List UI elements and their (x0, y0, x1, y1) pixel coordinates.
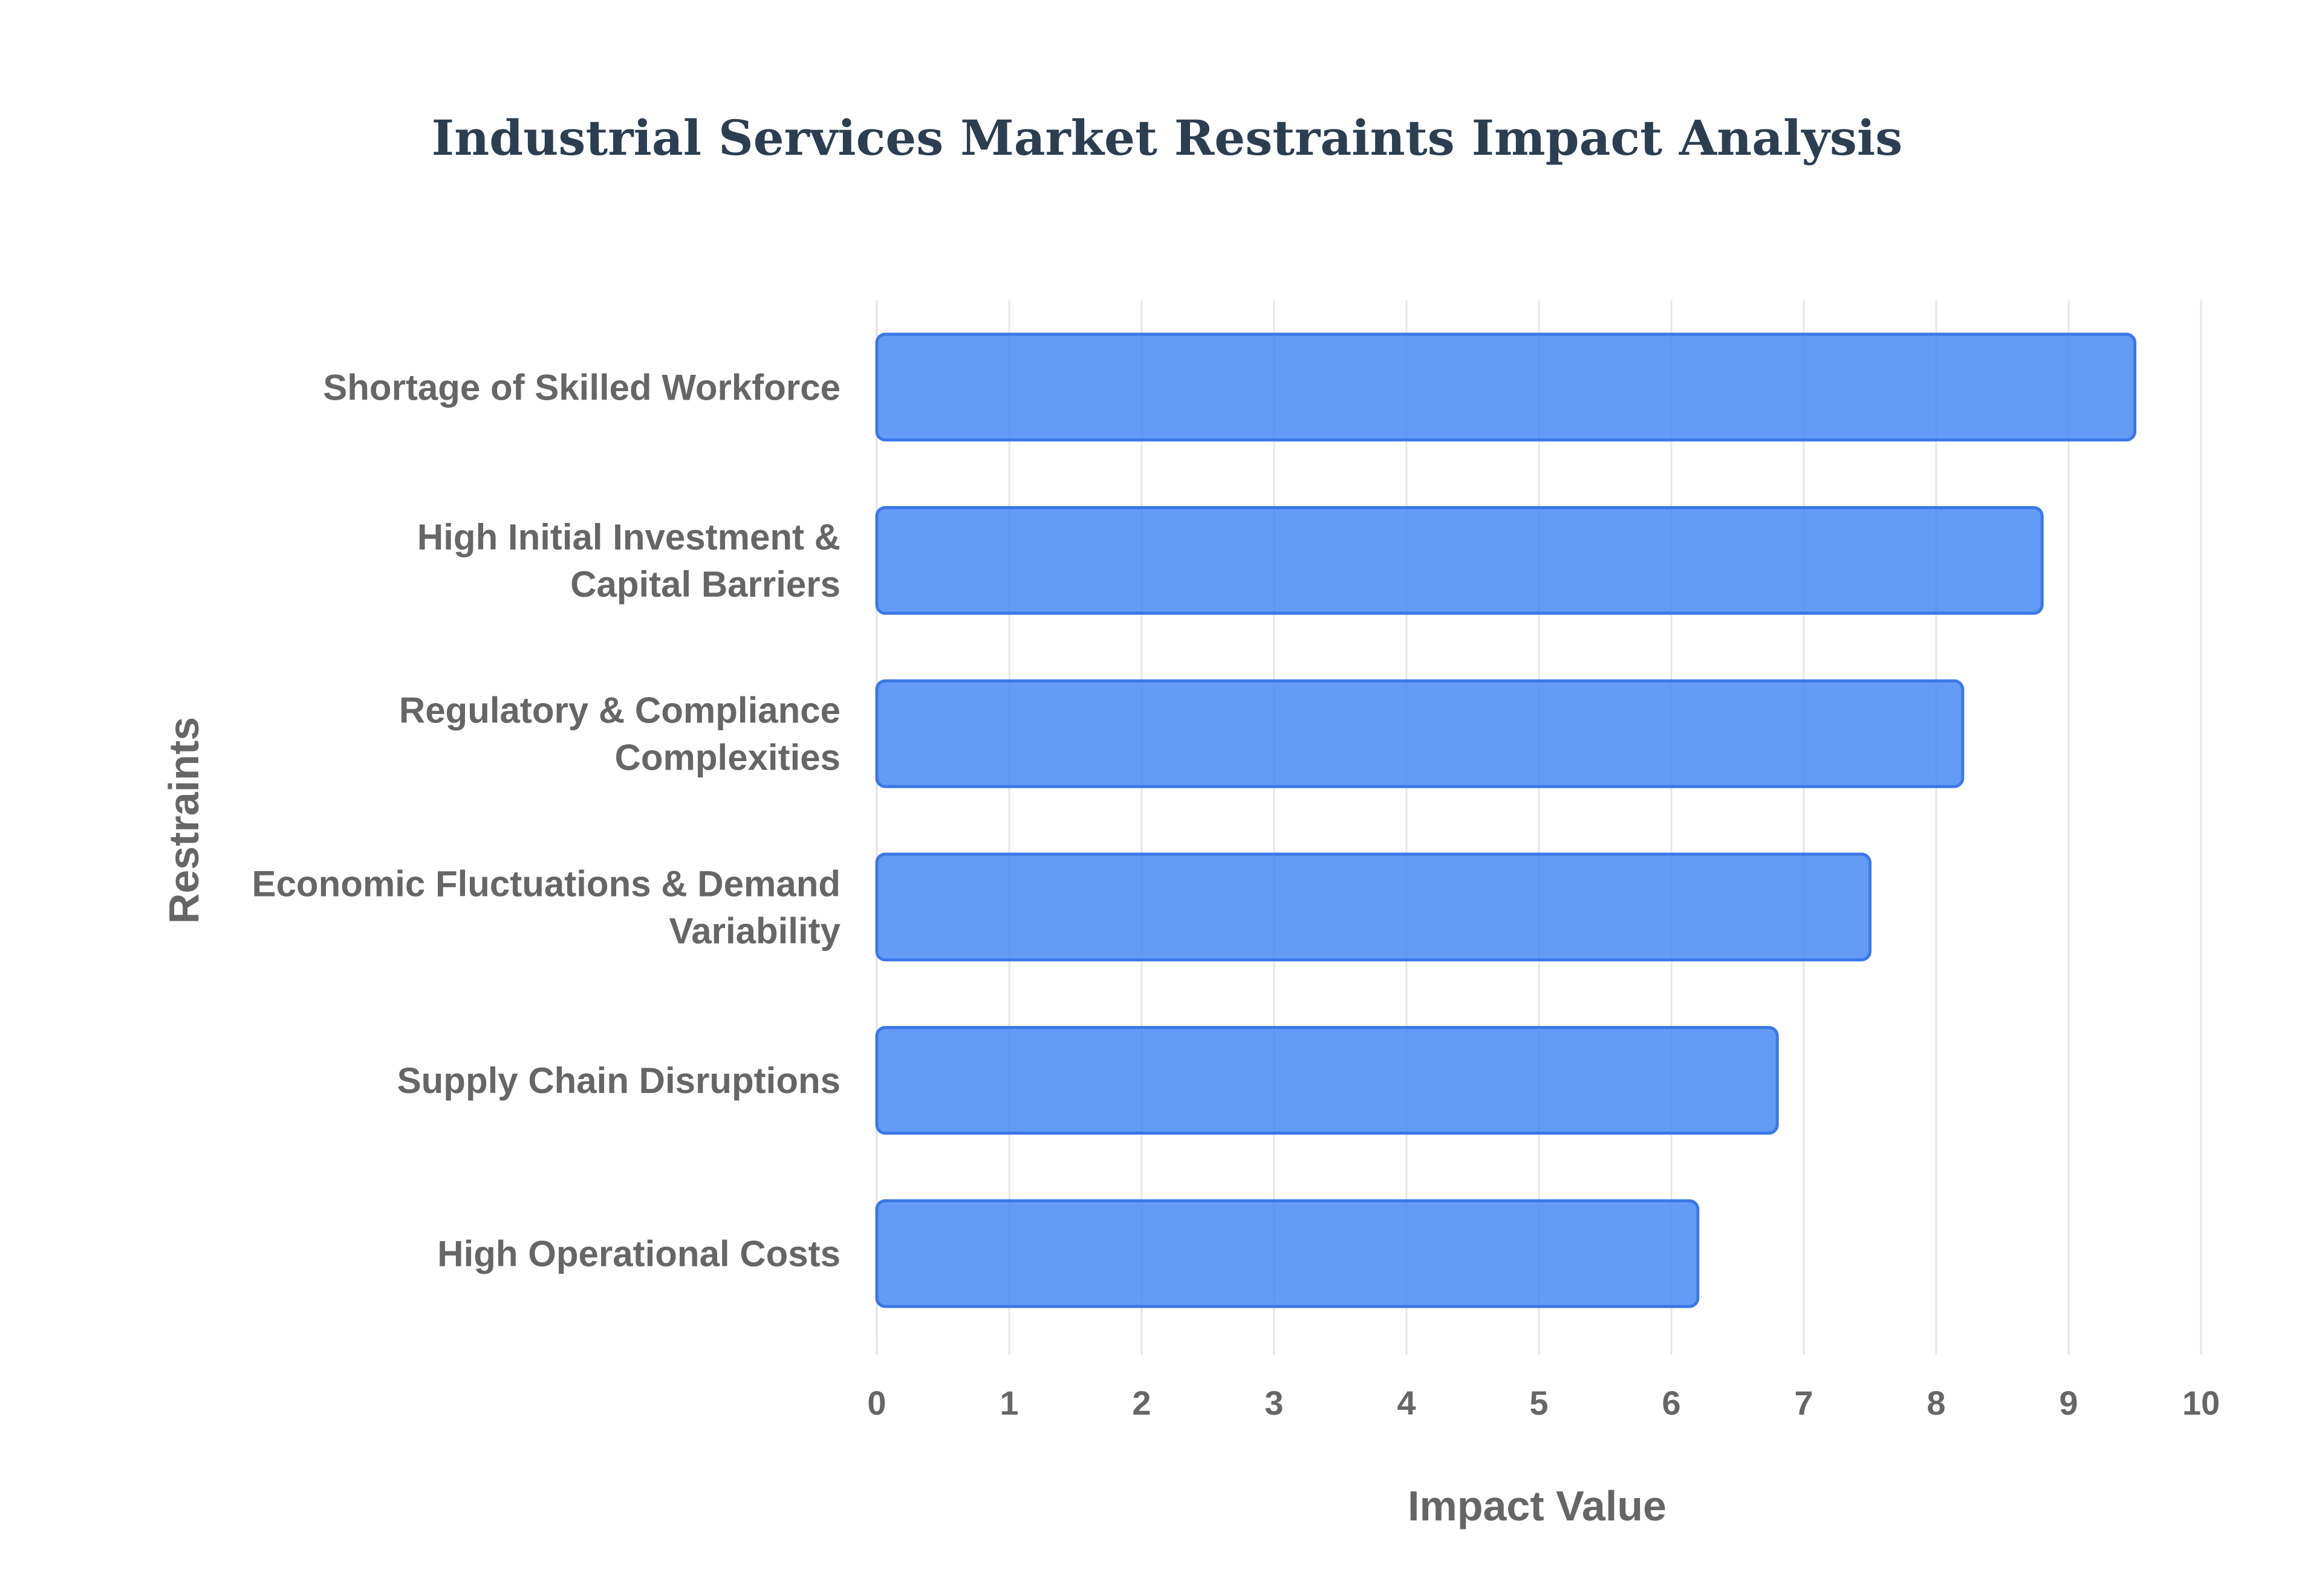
x-tick-labels: 0 1 2 3 4 5 6 7 8 9 10 (867, 1384, 2220, 1422)
category-label: High Initial Investment & Capital Barrier… (417, 517, 841, 605)
bar[interactable] (875, 1026, 1779, 1135)
bar[interactable] (875, 506, 2044, 615)
grid (876, 300, 2202, 1355)
x-tick-label: 7 (1794, 1384, 1813, 1422)
x-tick-label: 6 (1662, 1384, 1680, 1422)
category-label: Shortage of Skilled Workforce (323, 367, 841, 407)
x-tick-label: 2 (1132, 1384, 1151, 1422)
x-axis-title: Impact Value (1408, 1482, 1667, 1529)
category-label: Supply Chain Disruptions (397, 1060, 841, 1101)
x-tick-label: 5 (1529, 1384, 1548, 1422)
x-tick-label: 1 (1000, 1384, 1018, 1422)
category-label: High Operational Costs (437, 1234, 841, 1274)
category-label: Economic Fluctuations & Demand Variabilit… (252, 863, 841, 951)
bars (875, 332, 2136, 1308)
x-tick-label: 10 (2182, 1384, 2220, 1422)
bar[interactable] (875, 852, 1872, 962)
x-tick-label: 3 (1264, 1384, 1283, 1422)
x-tick-label: 9 (2059, 1384, 2078, 1422)
category-label: Regulatory & Compliance Complexities (399, 690, 841, 778)
x-tick-label: 8 (1927, 1384, 1945, 1422)
x-tick-label: 0 (867, 1384, 886, 1422)
y-axis-title: Restraints (160, 717, 207, 924)
x-tick-label: 4 (1397, 1384, 1416, 1422)
bar[interactable] (875, 679, 1965, 788)
bar[interactable] (875, 332, 2136, 442)
bar[interactable] (875, 1199, 1700, 1308)
chart-title: Industrial Services Market Restraints Im… (432, 109, 1903, 166)
category-labels: Shortage of Skilled Workforce High Initia… (252, 367, 841, 1274)
